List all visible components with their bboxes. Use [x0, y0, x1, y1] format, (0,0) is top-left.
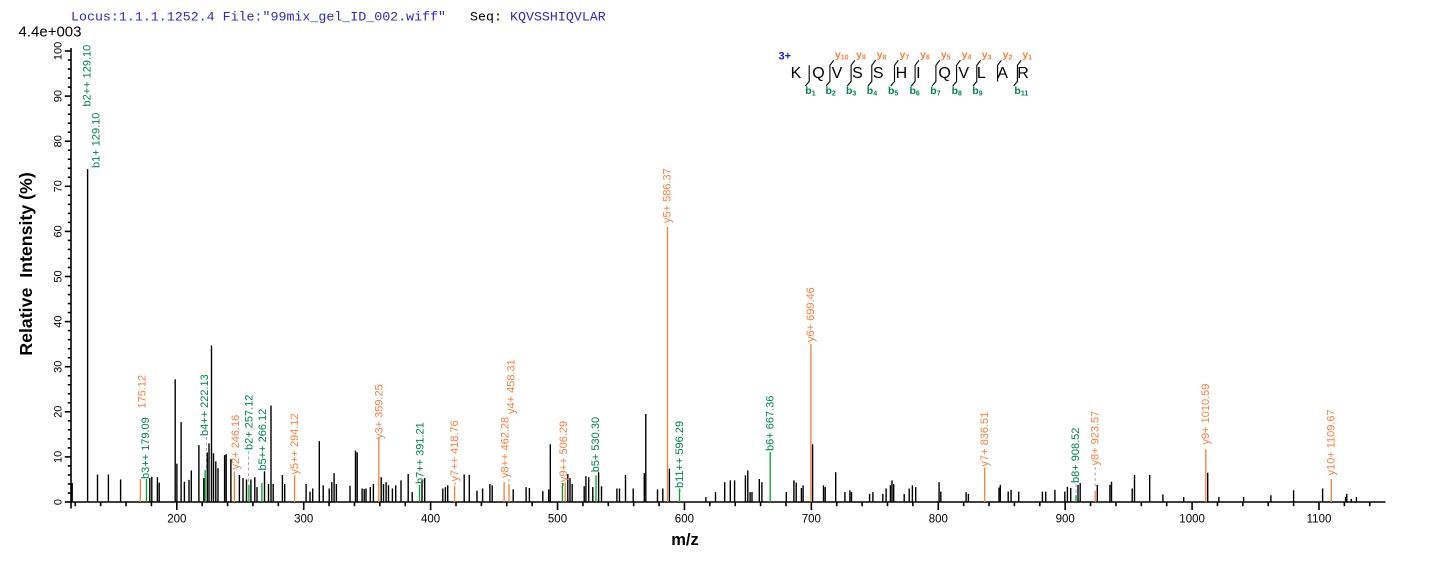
- svg-text:Q: Q: [812, 65, 824, 82]
- svg-text:b5+ 530.30: b5+ 530.30: [590, 417, 602, 472]
- svg-text:1000: 1000: [1179, 513, 1205, 525]
- svg-text:y3: y3: [982, 49, 992, 62]
- svg-text:y10+ 1109.67: y10+ 1109.67: [1326, 409, 1338, 475]
- svg-text:90: 90: [53, 90, 65, 102]
- svg-text:300: 300: [294, 513, 313, 525]
- svg-text:L: L: [977, 65, 986, 82]
- svg-text:0: 0: [53, 499, 65, 505]
- svg-text:b7++ 391.21: b7++ 391.21: [415, 422, 427, 484]
- svg-text:200: 200: [167, 513, 186, 525]
- svg-text:175.12: 175.12: [137, 375, 149, 409]
- svg-text:y9++ 506.29: y9++ 506.29: [558, 421, 570, 482]
- svg-text:b3: b3: [846, 85, 856, 98]
- svg-text:H: H: [896, 65, 908, 82]
- svg-text:y8++ 462.28: y8++ 462.28: [499, 417, 511, 478]
- svg-text:800: 800: [929, 513, 948, 525]
- svg-text:y8+ 923.57: y8+ 923.57: [1089, 411, 1101, 466]
- svg-text:20: 20: [53, 406, 65, 418]
- svg-text:3+: 3+: [779, 51, 792, 63]
- svg-text:V: V: [958, 65, 969, 82]
- svg-text:y9+ 1010.59: y9+ 1010.59: [1200, 384, 1212, 445]
- svg-text:70: 70: [53, 180, 65, 192]
- svg-text:Seq:: Seq:: [470, 10, 502, 25]
- svg-text:b5++ 266.12: b5++ 266.12: [257, 409, 269, 471]
- svg-text:b7: b7: [930, 85, 940, 98]
- svg-text:y5++ 294.12: y5++ 294.12: [289, 413, 301, 474]
- svg-text:y9: y9: [856, 49, 866, 62]
- svg-text:60: 60: [53, 225, 65, 237]
- svg-text:y3+ 359.25: y3+ 359.25: [374, 384, 386, 439]
- svg-text:S: S: [852, 65, 863, 82]
- svg-text:A: A: [997, 65, 1008, 82]
- svg-text:600: 600: [675, 513, 694, 525]
- svg-text:KQVSSHIQVLAR: KQVSSHIQVLAR: [510, 10, 606, 25]
- svg-text:y2+ 246.16: y2+ 246.16: [230, 415, 242, 470]
- svg-text:b8: b8: [952, 85, 962, 98]
- svg-text:I: I: [916, 65, 920, 82]
- svg-text:b1: b1: [805, 85, 815, 98]
- svg-text:b8+ 908.52: b8+ 908.52: [1070, 428, 1082, 483]
- svg-text:4.4e+003: 4.4e+003: [19, 24, 82, 41]
- svg-text:y5+ 586.37: y5+ 586.37: [662, 168, 674, 223]
- svg-text:b4: b4: [867, 85, 877, 98]
- svg-text:y7+ 836.51: y7+ 836.51: [979, 412, 991, 467]
- svg-text:V: V: [832, 65, 843, 82]
- svg-text:b3++ 179.09: b3++ 179.09: [140, 417, 152, 479]
- svg-text:100: 100: [53, 42, 65, 60]
- svg-text:b6+ 667.36: b6+ 667.36: [764, 396, 776, 451]
- svg-text:y1: y1: [1022, 49, 1032, 62]
- svg-text:y4: y4: [962, 49, 972, 62]
- svg-text:Locus:1.1.1.1252.4 File:"99mix: Locus:1.1.1.1252.4 File:"99mix_gel_ID_00…: [71, 10, 446, 25]
- svg-text:700: 700: [802, 513, 821, 525]
- svg-text:K: K: [791, 65, 802, 82]
- svg-text:b9: b9: [972, 85, 982, 98]
- svg-text:y2: y2: [1003, 49, 1013, 62]
- svg-text:y5: y5: [941, 49, 951, 62]
- svg-text:y6+ 699.46: y6+ 699.46: [805, 287, 817, 342]
- svg-text:y6: y6: [920, 49, 930, 62]
- svg-text:50: 50: [53, 270, 65, 282]
- svg-text:b4++ 222.13: b4++ 222.13: [199, 374, 211, 436]
- svg-text:S: S: [873, 65, 884, 82]
- svg-text:Q: Q: [938, 65, 950, 82]
- svg-text:30: 30: [53, 361, 65, 373]
- svg-text:y4+ 458.31: y4+ 458.31: [505, 359, 517, 414]
- svg-text:b6: b6: [910, 85, 920, 98]
- svg-text:b11++ 596.29: b11++ 596.29: [674, 421, 686, 488]
- svg-text:40: 40: [53, 315, 65, 327]
- svg-text:m/z: m/z: [671, 531, 699, 549]
- svg-text:b5: b5: [888, 85, 898, 98]
- svg-text:400: 400: [421, 513, 440, 525]
- svg-text:80: 80: [53, 135, 65, 147]
- svg-text:10: 10: [53, 451, 65, 463]
- svg-text:y7: y7: [900, 49, 910, 62]
- svg-text:R: R: [1017, 65, 1029, 82]
- svg-text:y7++ 418.76: y7++ 418.76: [449, 420, 461, 481]
- svg-text:b2: b2: [826, 85, 836, 98]
- svg-text:b2+ 257.12: b2+ 257.12: [243, 395, 255, 450]
- svg-text:900: 900: [1056, 513, 1075, 525]
- svg-text:b1+ 129.10: b1+ 129.10: [90, 113, 102, 168]
- svg-text:500: 500: [548, 513, 567, 525]
- svg-text:y8: y8: [877, 49, 887, 62]
- svg-text:b2++ 129.10: b2++ 129.10: [81, 45, 93, 107]
- svg-text:Relative Intensity (%): Relative Intensity (%): [16, 172, 36, 356]
- svg-text:1100: 1100: [1307, 513, 1332, 525]
